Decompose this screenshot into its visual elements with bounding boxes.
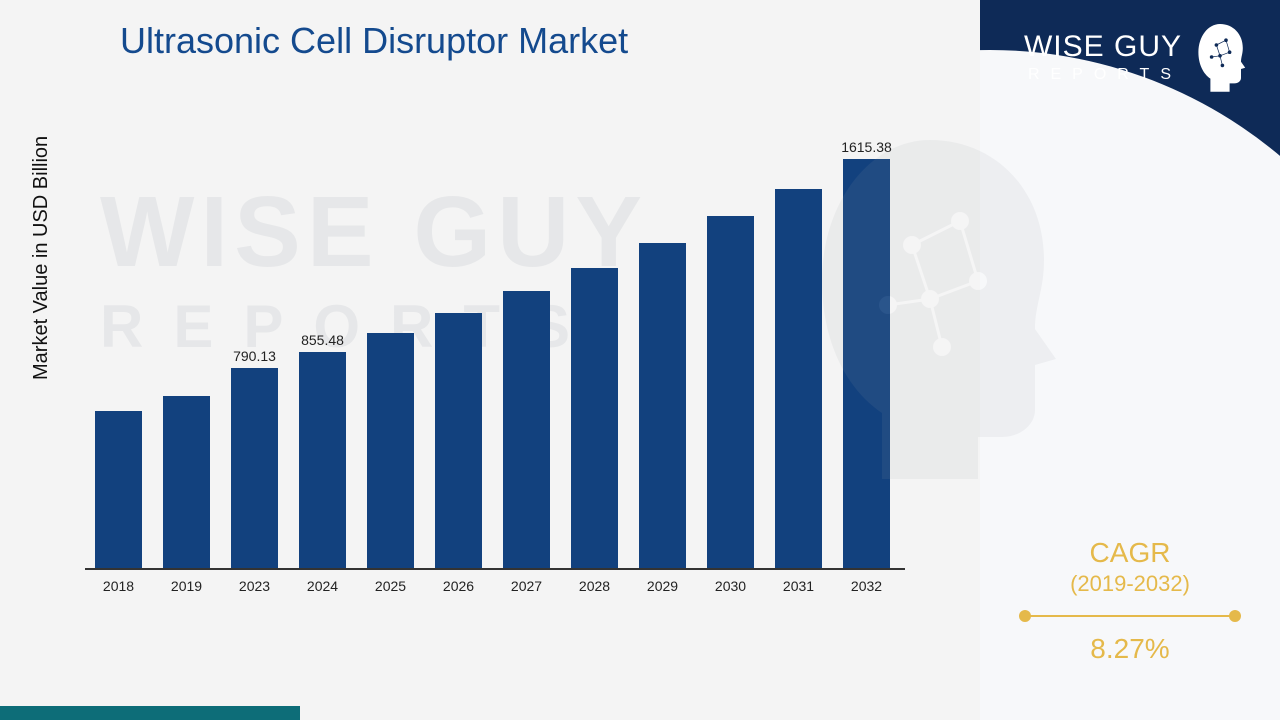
brand-logo: WISE GUY REPORTS [1024,20,1250,94]
canvas: Ultrasonic Cell Disruptor Market WISE GU… [0,0,1280,720]
cagr-title: CAGR [1010,537,1250,569]
bar [843,159,890,568]
bar [367,333,414,568]
brand-head-icon [1190,20,1250,94]
x-tick: 2024 [307,578,338,594]
x-tick: 2018 [103,578,134,594]
bar [775,189,822,568]
cagr-value: 8.27% [1010,633,1250,665]
cagr-range: (2019-2032) [1010,571,1250,597]
x-tick: 2019 [171,578,202,594]
cagr-box: CAGR (2019-2032) 8.27% [1010,537,1250,665]
brand-text: WISE GUY REPORTS [1024,30,1182,84]
cagr-divider [1025,615,1235,617]
x-tick: 2031 [783,578,814,594]
bar-chart: 201820192023790.132024855.48202520262027… [85,140,905,570]
bar [95,411,142,568]
x-tick: 2023 [239,578,270,594]
bar [299,352,346,568]
bar [639,243,686,568]
bar-value-label: 1615.38 [841,139,892,155]
bar [503,291,550,568]
bar-value-label: 790.13 [233,348,276,364]
x-tick: 2028 [579,578,610,594]
chart-title: Ultrasonic Cell Disruptor Market [120,20,628,62]
x-tick: 2032 [851,578,882,594]
brand-line1: WISE GUY [1024,30,1182,64]
bar-value-label: 855.48 [301,332,344,348]
y-axis-label: Market Value in USD Billion [30,136,53,380]
bar [231,368,278,568]
x-tick: 2029 [647,578,678,594]
bar [707,216,754,568]
bottom-strip [0,706,300,720]
brand-line2: REPORTS [1024,66,1182,84]
bar [571,268,618,568]
main-area: Ultrasonic Cell Disruptor Market WISE GU… [0,0,980,720]
x-tick: 2027 [511,578,542,594]
x-tick: 2026 [443,578,474,594]
x-axis-line [85,568,905,570]
x-tick: 2025 [375,578,406,594]
x-tick: 2030 [715,578,746,594]
bar [163,396,210,568]
bar [435,313,482,568]
